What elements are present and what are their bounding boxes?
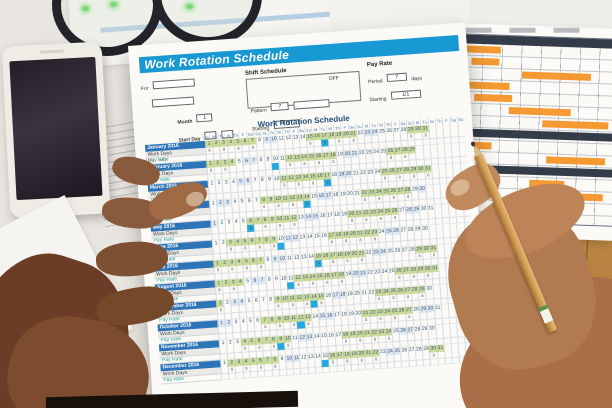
pay-rate-box: Pay Rate Period 7 days Starting 1/1 <box>367 55 463 109</box>
calendar-months: Su M Tu W Th F Sa Su M Tu W Th F Sa Su M Tu W Th F Sa Su M Tu W T… <box>144 115 481 385</box>
period-field: 7 <box>386 72 408 82</box>
off-label: OFF <box>328 75 340 83</box>
pattern-off-field <box>293 98 330 110</box>
phone-speaker <box>39 49 64 54</box>
gantt-bar <box>471 57 500 66</box>
period-suffix: days <box>411 75 423 83</box>
glass-glint <box>186 4 193 9</box>
form-left-column: For Month 1 Start Day (Su - Sa) <box>140 70 240 164</box>
work-rotation-schedule-sheet: Work Rotation Schedule For Month 1 Start… <box>128 22 495 408</box>
gantt-bar <box>508 107 572 117</box>
gantt-bar <box>522 71 591 81</box>
gantt-bar <box>542 120 609 130</box>
pattern-label: Pattern <box>250 107 267 115</box>
gantt-bar <box>463 45 502 54</box>
phone-screen <box>9 56 103 201</box>
shift-schedule-box: Shift Schedule OFF Pattern 7 Starting 7/… <box>245 62 362 133</box>
pay-rate-title: Pay Rate <box>366 60 393 69</box>
pay-starting-field: 1/1 <box>390 89 422 100</box>
glass-glint <box>110 2 117 7</box>
period-label: Period <box>367 78 383 86</box>
for-field-2 <box>151 96 195 108</box>
month-field: 1 <box>196 113 213 123</box>
month-label: Month <box>177 118 193 126</box>
gantt-bar <box>545 156 606 166</box>
for-label: For <box>140 85 149 93</box>
gantt-bar <box>474 93 513 103</box>
gantt-caption-marks <box>465 27 596 33</box>
glass-glint <box>82 6 89 11</box>
for-field <box>152 78 195 90</box>
smartphone <box>1 41 111 219</box>
pattern-field: 7 <box>270 101 290 111</box>
pay-starting-label: Starting <box>369 96 387 104</box>
